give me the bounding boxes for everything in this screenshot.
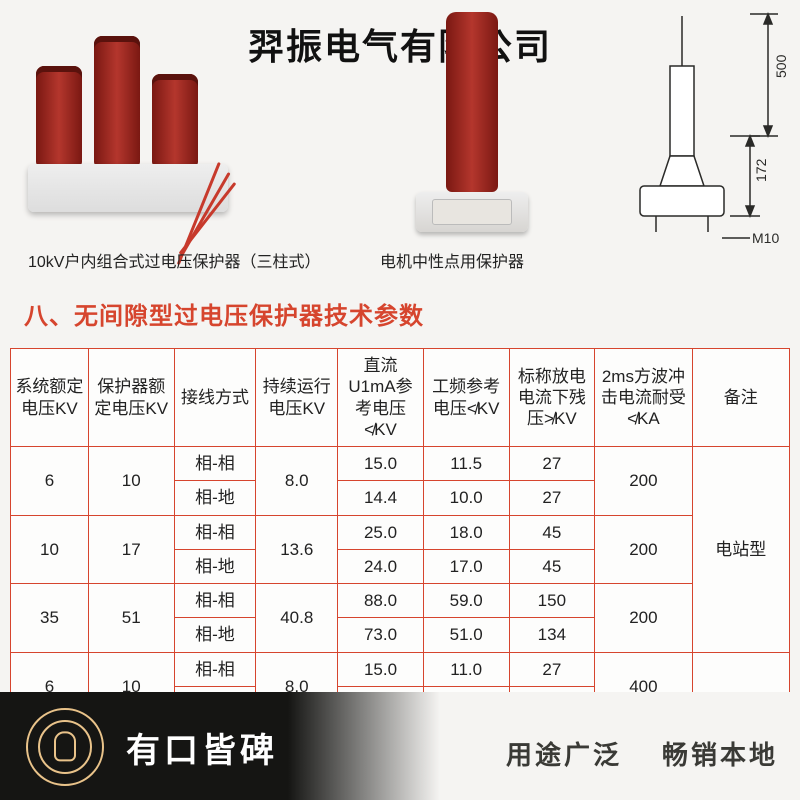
th-wave: 2ms方波冲击电流耐受≮KA <box>595 349 692 447</box>
badge: 有口皆碑 <box>26 708 278 786</box>
cell-cont: 8.0 <box>256 447 338 516</box>
cell-res: 27 <box>509 481 595 515</box>
dim-m10: M10 <box>752 230 779 246</box>
cell-wire: 相-相 <box>174 447 256 481</box>
cell-sys-kv: 6 <box>11 652 89 692</box>
cell-rated-kv: 51 <box>88 584 174 653</box>
badge-text: 有口皆碑 <box>126 723 278 772</box>
cell-wire: 相-相 <box>174 515 256 549</box>
promo-banner: 有口皆碑 用途广泛 畅销本地 <box>0 692 800 800</box>
table-row: 1017相-相13.625.018.045200 <box>11 515 790 549</box>
cell-cont: 8.0 <box>256 652 338 692</box>
cell-dc: 15.0 <box>338 652 424 686</box>
cell-res: 45 <box>509 515 595 549</box>
th-res: 标称放电电流下残压≯KV <box>509 349 595 447</box>
table-header-row: 系统额定电压KV 保护器额定电压KV 接线方式 持续运行电压KV 直流U1mA参… <box>11 349 790 447</box>
spec-table: 系统额定电压KV 保护器额定电压KV 接线方式 持续运行电压KV 直流U1mA参… <box>10 348 790 692</box>
product-photo-left <box>28 22 248 252</box>
th-remark: 备注 <box>692 349 789 447</box>
th-pf: 工频参考电压≮KV <box>423 349 509 447</box>
th-wire: 接线方式 <box>174 349 256 447</box>
cell-dc: 15.0 <box>338 447 424 481</box>
cell-pf: 59.0 <box>423 584 509 618</box>
section-title: 八、无间隙型过电压保护器技术参数 <box>24 296 424 331</box>
cell-res: 150 <box>509 584 595 618</box>
tag-2: 畅销本地 <box>662 735 778 772</box>
product-photo-mid <box>370 6 570 266</box>
th-dc: 直流U1mA参考电压≮KV <box>338 349 424 447</box>
cell-pf: 17.0 <box>423 549 509 583</box>
cell-res: 134 <box>509 618 595 652</box>
cell-remark-bottom: 并联补偿 <box>692 652 789 692</box>
cell-dc: 88.0 <box>338 584 424 618</box>
cell-dc: 24.0 <box>338 549 424 583</box>
cell-res: 27 <box>509 652 595 686</box>
cell-res: 27 <box>509 447 595 481</box>
cell-rated-kv: 10 <box>88 447 174 516</box>
banner-tags: 用途广泛 畅销本地 <box>506 735 778 772</box>
cell-res: 45 <box>509 549 595 583</box>
table-row: 610相-相8.015.011.027400并联补偿 <box>11 652 790 686</box>
product-left-caption: 10kV户内组合式过电压保护器（三柱式） <box>28 248 320 272</box>
cell-sys-kv: 6 <box>11 447 89 516</box>
thumbs-up-seal-icon <box>26 708 104 786</box>
cell-pf: 18.0 <box>423 515 509 549</box>
dim-500: 500 <box>773 54 789 78</box>
cell-sys-kv: 35 <box>11 584 89 653</box>
table-row: 3551相-相40.888.059.0150200 <box>11 584 790 618</box>
tag-1: 用途广泛 <box>506 735 622 772</box>
cell-pf: 51.0 <box>423 618 509 652</box>
cell-dc: 73.0 <box>338 618 424 652</box>
product-mid-caption: 电机中性点用保护器 <box>380 248 524 272</box>
cell-sys-kv: 10 <box>11 515 89 584</box>
cell-wire: 相-地 <box>174 481 256 515</box>
cell-wire: 相-相 <box>174 584 256 618</box>
cell-wave: 200 <box>595 447 692 516</box>
cell-pf: 11.0 <box>423 652 509 686</box>
table-row: 610相-相8.015.011.527200电站型 <box>11 447 790 481</box>
cell-cont: 13.6 <box>256 515 338 584</box>
product-images-row: 10kV户内组合式过电压保护器（三柱式） 电机中性点用保护器 <box>0 0 800 280</box>
cell-pf: 11.5 <box>423 447 509 481</box>
th-rated-kv: 保护器额定电压KV <box>88 349 174 447</box>
cell-pf: 10.0 <box>423 481 509 515</box>
th-sys-kv: 系统额定电压KV <box>11 349 89 447</box>
cell-wire: 相-地 <box>174 618 256 652</box>
cell-rated-kv: 17 <box>88 515 174 584</box>
dim-172: 172 <box>753 158 769 182</box>
cell-dc: 25.0 <box>338 515 424 549</box>
cell-dc: 14.4 <box>338 481 424 515</box>
cell-wave: 200 <box>595 584 692 653</box>
cell-wire: 相-相 <box>174 652 256 686</box>
spec-table-wrap: 系统额定电压KV 保护器额定电压KV 接线方式 持续运行电压KV 直流U1mA参… <box>10 348 790 692</box>
th-cont: 持续运行电压KV <box>256 349 338 447</box>
cell-wave: 200 <box>595 515 692 584</box>
document-body: 羿振电气有限公司 10kV户内组合式过电压保护器（三柱式） 电机中性点用保护器 <box>0 0 800 800</box>
engineering-diagram: 500 172 M10 <box>610 6 790 266</box>
cell-remark-top: 电站型 <box>692 447 789 653</box>
cell-rated-kv: 10 <box>88 652 174 692</box>
cell-wire: 相-地 <box>174 549 256 583</box>
cell-cont: 40.8 <box>256 584 338 653</box>
cell-wave: 400 <box>595 652 692 692</box>
